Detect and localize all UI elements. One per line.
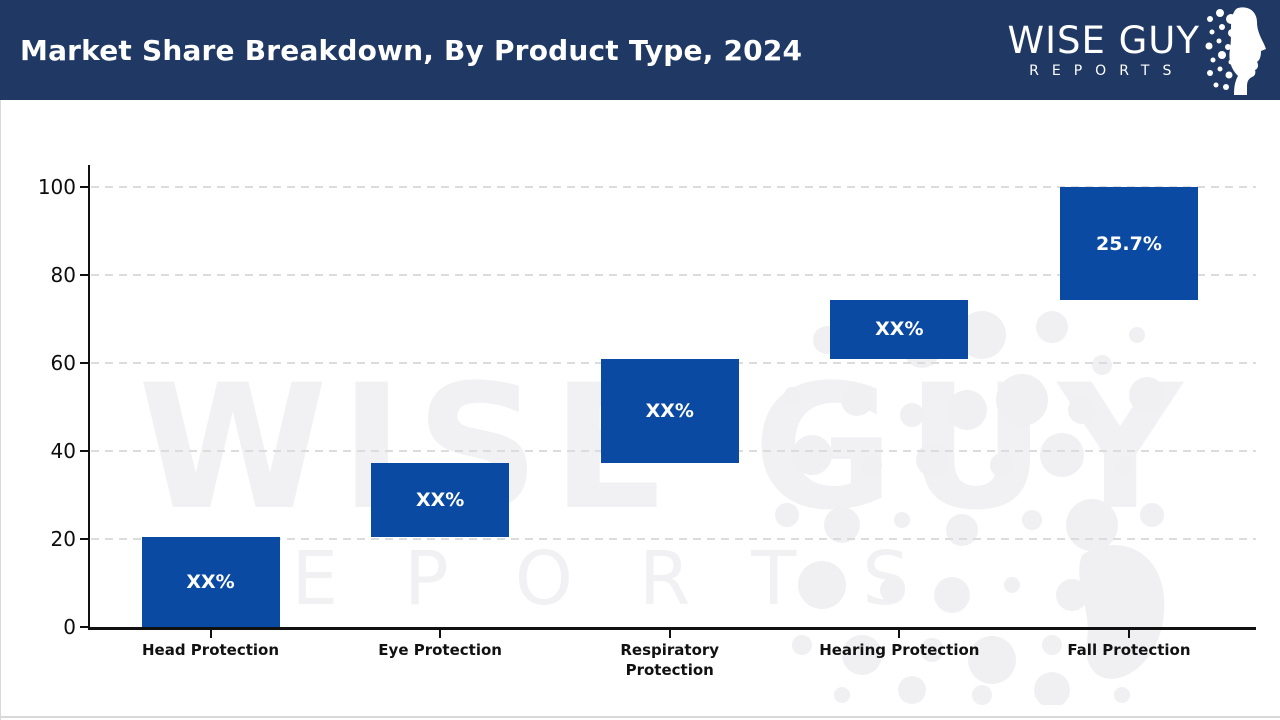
x-tick-mark-respiratory-protection — [668, 629, 671, 638]
bar-value-label: 25.7% — [1095, 232, 1162, 255]
bar-value-label: XX% — [875, 318, 924, 341]
y-tick-mark-40 — [80, 450, 89, 452]
x-tick-mark-head-protection — [209, 629, 212, 638]
bar-value-label: XX% — [186, 571, 235, 594]
y-tick-label-20: 20 — [50, 527, 76, 551]
x-axis-spine — [88, 627, 1256, 630]
gridline-80 — [91, 274, 1256, 276]
page-title: Market Share Breakdown, By Product Type,… — [20, 33, 803, 67]
bar-hearing-protection: XX% — [830, 300, 969, 359]
bottom-edge-divider — [0, 716, 1280, 718]
watermark-dots-face — [775, 311, 1165, 705]
watermark-text-reports: REPORTS — [174, 536, 976, 622]
y-tick-mark-100 — [80, 186, 89, 188]
bar-value-label: XX% — [645, 399, 694, 422]
header-band: Market Share Breakdown, By Product Type,… — [0, 0, 1280, 100]
y-tick-label-0: 0 — [63, 615, 76, 639]
x-tick-mark-eye-protection — [439, 629, 442, 638]
y-axis-spine — [88, 165, 90, 629]
gridline-100 — [91, 186, 1256, 188]
brand-name: WISE GUY — [1007, 19, 1200, 62]
y-tick-label-60: 60 — [50, 351, 76, 375]
x-tick-label-hearing-protection: Hearing Protection — [819, 641, 980, 659]
dotted-face-icon — [1205, 7, 1266, 95]
y-tick-mark-0 — [80, 626, 89, 628]
x-tick-mark-fall-protection — [1127, 629, 1130, 638]
x-tick-label-eye-protection: Eye Protection — [378, 641, 502, 659]
bar-eye-protection: XX% — [371, 462, 510, 538]
y-tick-label-100: 100 — [37, 175, 76, 199]
brand-wordmark: WISE GUY REPORTS — [1008, 22, 1200, 78]
gridline-20 — [91, 538, 1256, 540]
x-tick-label-respiratory-protection: Respiratory Protection — [620, 641, 720, 679]
y-tick-mark-20 — [80, 538, 89, 540]
left-edge-divider — [0, 100, 1, 720]
x-tick-label-fall-protection: Fall Protection — [1067, 641, 1191, 659]
y-tick-label-80: 80 — [50, 263, 76, 287]
brand-subname: REPORTS — [1029, 63, 1185, 79]
bar-respiratory-protection: XX% — [600, 358, 739, 463]
x-tick-mark-hearing-protection — [898, 629, 901, 638]
y-tick-mark-60 — [80, 362, 89, 364]
bar-head-protection: XX% — [141, 537, 280, 627]
y-tick-mark-80 — [80, 274, 89, 276]
bar-value-label: XX% — [415, 489, 465, 512]
x-tick-label-head-protection: Head Protection — [142, 641, 280, 659]
y-tick-label-40: 40 — [50, 439, 76, 463]
brand-logo: WISE GUY REPORTS — [1008, 0, 1266, 100]
bar-fall-protection: 25.7% — [1059, 187, 1198, 301]
